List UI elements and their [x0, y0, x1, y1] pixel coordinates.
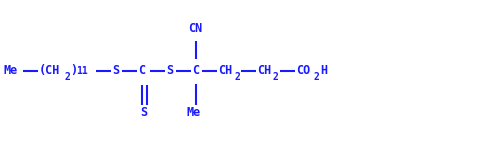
Text: H: H — [319, 64, 326, 78]
Text: C: C — [138, 64, 145, 78]
Text: CN: CN — [188, 22, 202, 35]
Text: (CH: (CH — [39, 64, 60, 78]
Text: 2: 2 — [272, 72, 278, 82]
Text: 2: 2 — [234, 72, 240, 82]
Text: ): ) — [70, 64, 78, 78]
Text: C: C — [192, 64, 199, 78]
Text: CH: CH — [256, 64, 271, 78]
Text: Me: Me — [4, 64, 18, 78]
Text: 2: 2 — [64, 72, 70, 82]
Text: S: S — [112, 64, 119, 78]
Text: 2: 2 — [313, 72, 319, 82]
Text: CO: CO — [295, 64, 309, 78]
Text: S: S — [166, 64, 173, 78]
Text: CH: CH — [218, 64, 232, 78]
Text: Me: Me — [186, 106, 200, 119]
Text: 11: 11 — [76, 66, 88, 76]
Text: S: S — [141, 106, 147, 119]
